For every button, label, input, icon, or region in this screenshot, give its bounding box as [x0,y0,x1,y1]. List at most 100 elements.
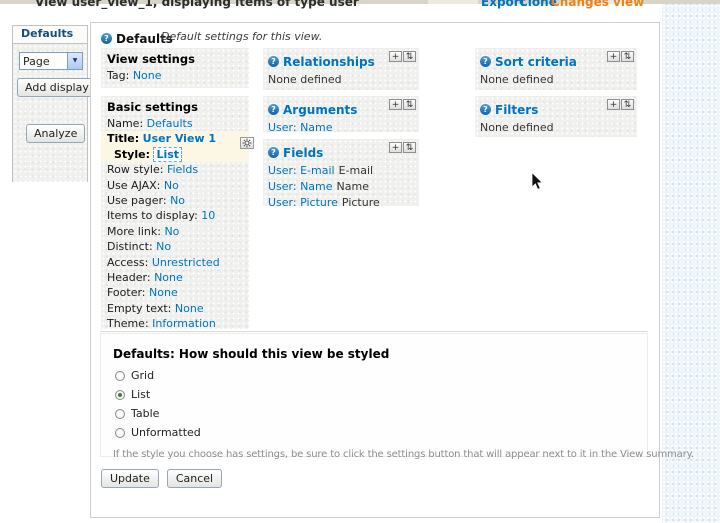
fields-box: ? Fields + ⇅ User: E-mail E-mail User: Name… [263,139,419,209]
rearrange-icon[interactable]: ⇅ [403,51,416,62]
setting-row: Empty text: None [107,301,204,315]
distinct-value-link[interactable]: No [156,240,172,254]
view-page-title: View user_view_1, displaying items of ty… [35,0,359,9]
add-icon[interactable]: + [607,51,620,62]
add-icon[interactable]: + [389,142,402,153]
use-pager-value-link[interactable]: No [170,194,186,208]
sort-criteria-title-link[interactable]: Sort criteria [495,54,577,69]
radio-list[interactable] [115,389,125,400]
field-email-link[interactable]: User: E-mail [268,164,335,177]
style-form: Defaults: How should this view be styled… [100,333,694,460]
radio-unformatted[interactable] [115,427,125,438]
help-icon[interactable]: ? [480,104,491,115]
filters-header: ? Filters + ⇅ [475,96,637,120]
radio-list-label: List [131,388,151,401]
style-settings-gear-button[interactable] [240,137,254,149]
arguments-header: ? Arguments + ⇅ [263,96,419,120]
title-value-link[interactable]: User View 1 [142,132,217,146]
rearrange-icon[interactable]: ⇅ [403,142,416,153]
style-value-link[interactable]: List [153,146,183,162]
defaults-header-subtitle: Default settings for this view. [161,30,323,43]
more-link-value-link[interactable]: No [164,224,180,238]
browser-tab-fragment [560,0,642,4]
name-value-link[interactable]: Defaults [146,117,193,130]
field-picture-link[interactable]: User: Picture [268,196,338,209]
setting-row: More link: No [107,224,180,238]
relationships-box: ? Relationships + ⇅ None defined [263,48,419,90]
help-icon[interactable]: ? [101,33,112,44]
style-option-grid[interactable]: Grid [115,369,647,382]
setting-row: Access: Unrestricted [107,255,220,269]
style-option-unformatted[interactable]: Unformatted [115,426,647,439]
fields-title-link[interactable]: Fields [283,145,324,160]
help-icon[interactable]: ? [268,56,279,67]
sort-criteria-actions: + ⇅ [606,51,634,70]
display-type-select-value: Page [23,55,50,68]
add-display-button[interactable]: Add display [17,78,97,97]
setting-row: Items to display: 10 [107,209,216,223]
chevron-down-icon[interactable]: ▼ [67,53,82,69]
footer-value-link[interactable]: None [149,286,178,300]
add-icon[interactable]: + [389,99,402,110]
radio-grid[interactable] [115,370,125,381]
tab-defaults[interactable]: Defaults [13,26,87,44]
setting-row: Theme: Information [107,317,216,331]
tag-value-link[interactable]: None [132,69,162,82]
gear-icon [242,138,252,148]
display-sidebar: Defaults Page ▼ Add display Analyze [12,25,97,182]
tag-row: Tag: None [107,69,162,82]
style-option-list[interactable]: List [115,388,647,401]
update-button[interactable]: Update [101,469,159,488]
help-icon[interactable]: ? [480,56,491,67]
help-icon[interactable]: ? [268,147,279,158]
items-to-display-value-link[interactable]: 10 [201,209,216,223]
use-ajax-value-link[interactable]: No [163,178,179,192]
clone-link[interactable]: Clone [519,0,557,9]
row-style-value-link[interactable]: Fields [166,163,199,177]
help-icon[interactable]: ? [268,104,279,115]
field-name-link[interactable]: User: Name [268,180,333,193]
style-option-table[interactable]: Table [115,407,647,420]
filters-actions: + ⇅ [606,99,634,118]
add-icon[interactable]: + [607,99,620,110]
setting-row: Name: Defaults [107,117,193,130]
radio-table[interactable] [115,408,125,419]
form-divider [100,331,648,332]
rearrange-icon[interactable]: ⇅ [403,99,416,110]
header-value-link[interactable]: None [154,271,183,285]
view-editor-panel: ? Defaults Default settings for this view… [90,22,694,518]
setting-row: Footer: None [107,286,178,300]
filters-empty-text: None defined [480,121,554,134]
page-header-bar: View user_view_1, displaying items of ty… [0,0,720,11]
sort-criteria-header: ? Sort criteria + ⇅ [475,48,637,72]
argument-user-name-link[interactable]: User: Name [268,121,333,134]
add-icon[interactable]: + [389,51,402,62]
basic-settings-title: Basic settings [107,100,198,114]
radio-grid-label: Grid [131,369,155,382]
export-link[interactable]: Export [481,0,526,9]
arguments-title-link[interactable]: Arguments [283,102,358,117]
cancel-button[interactable]: Cancel [166,469,223,488]
filters-title-link[interactable]: Filters [495,102,539,117]
setting-row: Distinct: No [107,240,172,254]
radio-table-label: Table [131,407,160,420]
relationships-header: ? Relationships + ⇅ [263,48,419,72]
fields-actions: + ⇅ [388,142,416,161]
display-type-select[interactable]: Page ▼ [19,52,83,70]
theme-value-link[interactable]: Information [152,317,216,331]
relationships-title-link[interactable]: Relationships [283,54,375,69]
view-settings-box: View settings Tag: None [101,48,249,88]
empty-text-value-link[interactable]: None [174,301,204,315]
setting-row-title: Title: User View 1 [101,131,249,147]
access-value-link[interactable]: Unrestricted [151,255,220,269]
style-form-title: Defaults: How should this view be styled [113,347,390,361]
rearrange-icon[interactable]: ⇅ [621,51,634,62]
changes-view-link[interactable]: Changes view [551,0,645,9]
field-item: User: E-mail E-mail [268,164,374,177]
argument-item: User: Name [263,120,419,136]
analyze-button[interactable]: Analyze [26,124,86,143]
style-form-hint: If the style you choose has settings, be… [113,449,694,460]
rearrange-icon[interactable]: ⇅ [621,99,634,110]
sort-criteria-box: ? Sort criteria + ⇅ None defined [475,48,637,90]
